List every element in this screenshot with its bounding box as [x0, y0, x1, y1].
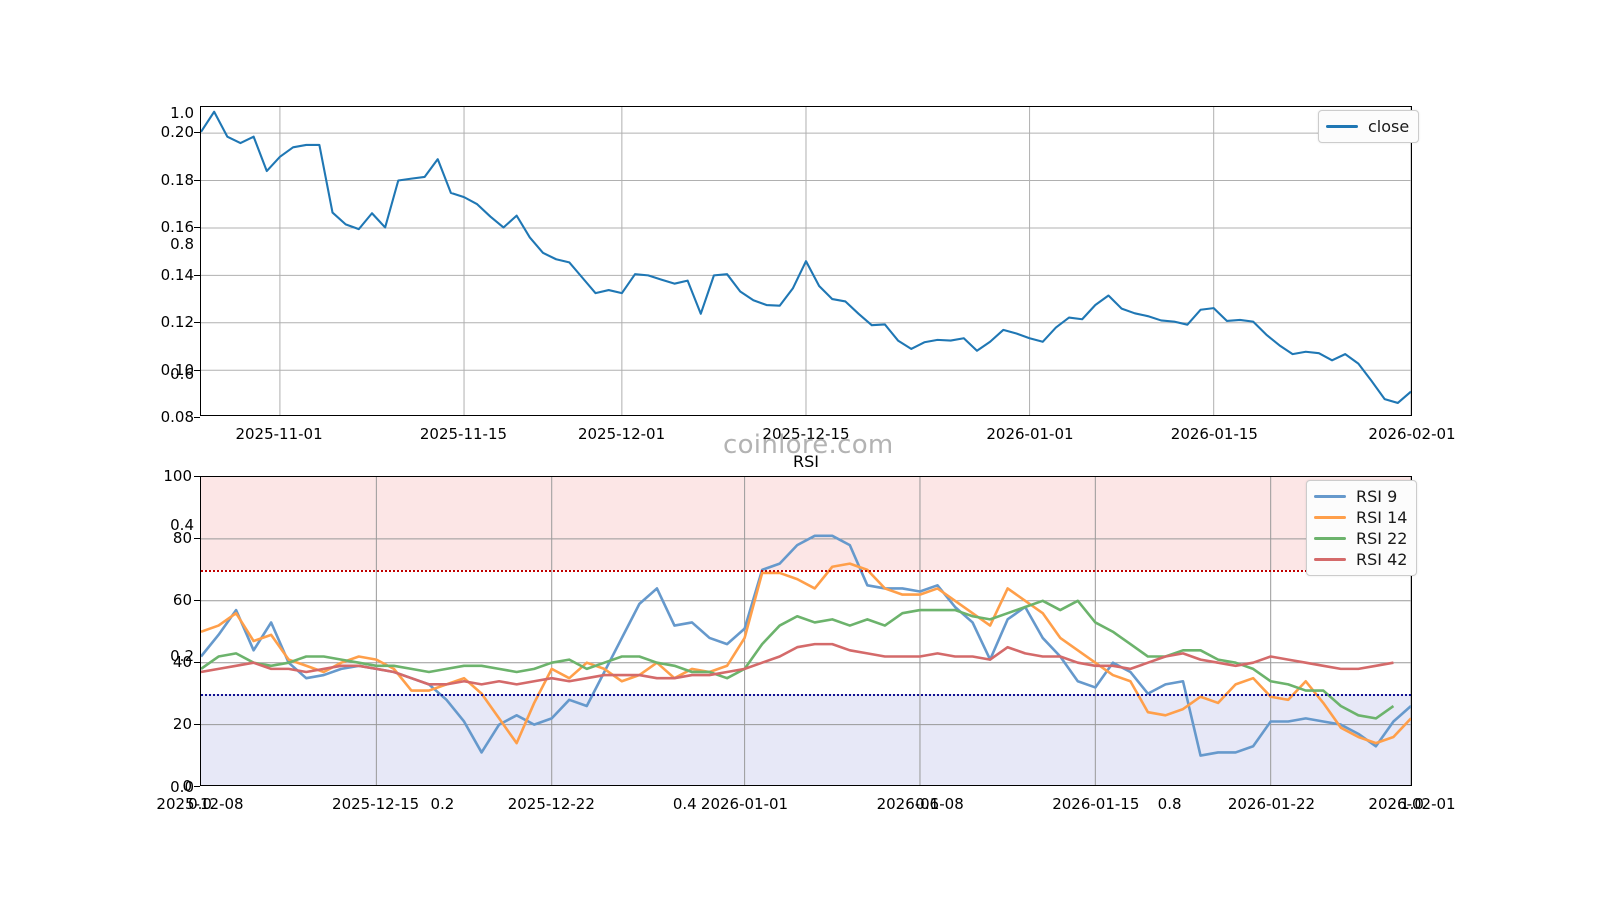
rsi-line-rsi-22 [201, 601, 1393, 719]
rsi-y-tick-label: 20 [172, 715, 192, 733]
price-overlay-y-tick-label: 0.8 [170, 235, 194, 253]
price-y-tick-label: 0.16 [160, 218, 194, 237]
rsi-chart-plot-area [200, 476, 1412, 786]
legend-label: RSI 42 [1356, 550, 1408, 569]
oversold-band [201, 694, 1411, 785]
rsi-x-tick-label: 2026-01-22 [1227, 795, 1316, 813]
rsi-lines-svg [201, 477, 1411, 785]
oversold-threshold-line [201, 694, 1411, 696]
axis-tick-mark [194, 369, 200, 371]
rsi-x-tick-label: 2026-01-15 [1052, 795, 1140, 813]
legend-item-close[interactable]: close [1326, 116, 1409, 137]
line-swatch-icon [1314, 558, 1346, 561]
axis-tick-mark [194, 227, 200, 229]
rsi-overlay-x-tick-label: 0.2 [430, 795, 455, 813]
legend-item-rsi-9[interactable]: RSI 9 [1314, 486, 1407, 507]
axis-tick-mark [194, 538, 200, 540]
legend-label: close [1368, 117, 1410, 136]
axis-tick-mark [194, 476, 200, 478]
axis-tick-mark [194, 322, 200, 324]
axis-tick-mark [194, 132, 200, 134]
rsi-y-tick-label: 60 [172, 591, 192, 609]
rsi-y-tick-label: 40 [172, 653, 192, 671]
rsi-x-tick-label: 2026-01-01 [700, 795, 789, 813]
rsi-line-rsi-14 [201, 564, 1411, 744]
rsi-panel-title: RSI [793, 452, 819, 471]
rsi-y-tick-label: 80 [172, 529, 192, 547]
line-swatch-icon [1314, 495, 1346, 498]
rsi-overlay-y-tick-label: 0.0 [170, 778, 194, 796]
rsi-overlay-y-tick-label: 0.2 [170, 647, 194, 665]
watermark: coinlore.com [723, 430, 894, 460]
price-x-tick-label: 2026-01-15 [1170, 425, 1258, 443]
legend-label: RSI 22 [1356, 529, 1408, 548]
price-y-tick-label: 0.20 [160, 123, 194, 142]
price-x-tick-label: 2025-11-15 [419, 425, 508, 443]
legend-item-rsi-14[interactable]: RSI 14 [1314, 507, 1407, 528]
price-x-tick-label: 2026-02-01 [1368, 425, 1456, 443]
price-x-tick-label: 2025-12-01 [577, 425, 666, 443]
rsi-x-tick-label: 2025-12-22 [507, 795, 595, 813]
rsi-overlay-x-tick-label: 0.0 [188, 795, 212, 813]
axis-tick-mark [194, 417, 200, 419]
rsi-y-tick-label: 100 [163, 467, 192, 485]
legend-label: RSI 9 [1356, 487, 1398, 506]
rsi-overlay-x-tick-label: 0.6 [915, 795, 940, 813]
axis-tick-mark [194, 274, 200, 276]
axis-tick-mark [194, 786, 200, 788]
legend-item-rsi-42[interactable]: RSI 42 [1314, 549, 1407, 570]
rsi-overlay-x-tick-label: 1.0 [1400, 795, 1424, 813]
rsi-x-tick-label: 2026-01-08 [876, 795, 964, 813]
price-grid-and-line [201, 107, 1411, 415]
price-y-tick-label: 0.10 [160, 360, 194, 379]
axis-tick-mark [194, 724, 200, 726]
price-overlay-y-tick-label: 0.6 [170, 365, 194, 383]
rsi-x-tick-label: 2025-12-08 [156, 795, 244, 813]
price-x-tick-label: 2025-11-01 [235, 425, 323, 443]
legend-label: RSI 14 [1356, 508, 1408, 527]
rsi-legend: RSI 9 RSI 14 RSI 22 RSI 42 [1306, 480, 1418, 576]
overbought-band [201, 477, 1411, 570]
legend-item-rsi-22[interactable]: RSI 22 [1314, 528, 1407, 549]
price-y-tick-label: 0.12 [160, 313, 194, 332]
price-legend: close [1318, 110, 1420, 143]
price-overlay-y-tick-label: 1.0 [170, 104, 194, 122]
price-line-svg [201, 107, 1411, 415]
line-swatch-icon [1314, 516, 1346, 519]
price-y-tick-label: 0.14 [160, 265, 194, 284]
axis-tick-mark [194, 662, 200, 664]
price-x-tick-label: 2026-01-01 [986, 425, 1074, 443]
rsi-x-tick-label: 2025-12-15 [332, 795, 420, 813]
rsi-overlay-x-tick-label: 0.8 [1157, 795, 1182, 813]
line-swatch-icon [1314, 537, 1346, 540]
rsi-grid-and-lines [201, 477, 1411, 785]
price-x-tick-label: 2025-12-15 [762, 425, 850, 443]
axis-tick-mark [194, 600, 200, 602]
axis-tick-mark [194, 179, 200, 181]
rsi-overlay-x-tick-label: 0.4 [672, 795, 697, 813]
rsi-x-tick-label: 2026-02-01 [1368, 795, 1456, 813]
rsi-y-tick-label: 0 [182, 777, 192, 795]
price-line [201, 112, 1411, 403]
line-swatch-icon [1326, 125, 1358, 128]
price-y-tick-label: 0.18 [160, 170, 194, 189]
price-chart-plot-area [200, 106, 1412, 416]
rsi-overlay-y-tick-label: 0.4 [170, 516, 194, 534]
price-y-tick-label: 0.08 [160, 408, 194, 427]
rsi-line-rsi-42 [201, 644, 1393, 684]
overbought-threshold-line [201, 570, 1411, 572]
